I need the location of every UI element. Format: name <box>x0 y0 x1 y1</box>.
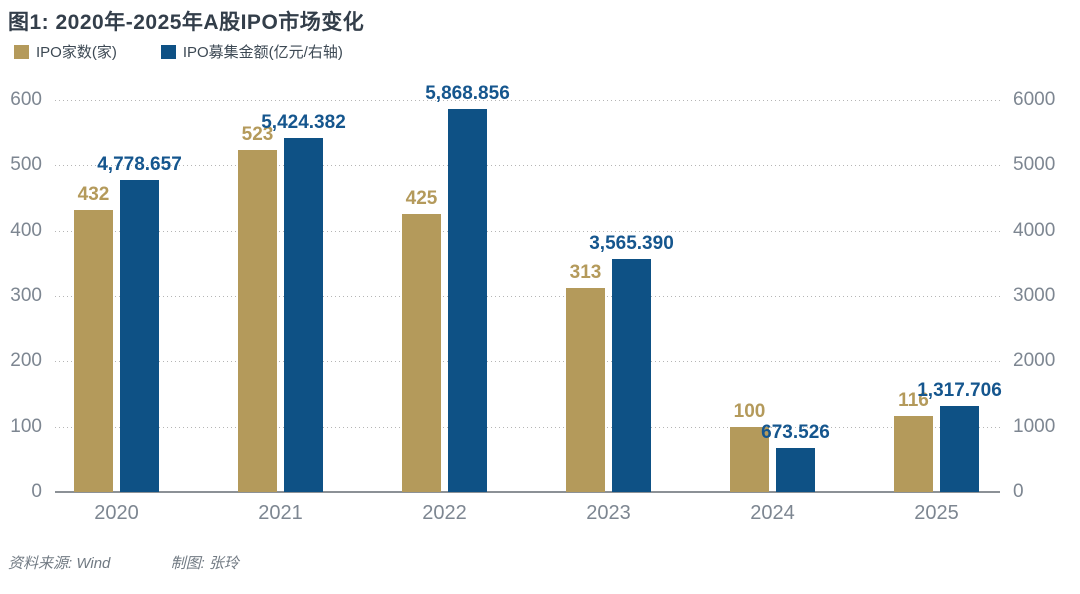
bar-ipo-amount-2024 <box>776 448 815 492</box>
bar-ipo-amount-2022 <box>448 108 487 492</box>
chart-footer: 资料来源: Wind 制图: 张玲 <box>8 552 239 573</box>
bar-label-ipo-amount-2020: 4,778.657 <box>97 153 182 175</box>
x-axis-label-2023: 2023 <box>586 502 631 524</box>
bar-ipo-count-2025 <box>894 416 933 492</box>
bar-label-ipo-count-2025: 116 <box>898 390 929 412</box>
bar-ipo-count-2023 <box>566 287 605 492</box>
left-axis-tick-300: 300 <box>10 285 42 306</box>
right-axis-tick-3000: 3000 <box>1013 285 1056 306</box>
legend-label-ipo-count: IPO家数(家) <box>36 44 117 61</box>
bar-ipo-amount-2021 <box>284 137 323 492</box>
gridline-200 <box>55 361 1000 363</box>
bar-label-ipo-amount-2023: 3,565.390 <box>589 233 674 255</box>
chart-credit-text: 制图: 张玲 <box>170 555 239 572</box>
left-axis-tick-400: 400 <box>10 219 42 241</box>
bar-label-ipo-count-2020: 432 <box>77 183 110 205</box>
legend-item-ipo-count: IPO家数(家) <box>14 41 117 62</box>
x-axis-label-2025: 2025 <box>914 502 959 524</box>
bar-label-ipo-count-2022: 425 <box>405 188 438 210</box>
data-source-text: 资料来源: Wind <box>8 555 111 572</box>
legend-item-ipo-amount: IPO募集金额(亿元/右轴) <box>160 41 343 62</box>
gridline-400 <box>55 230 1000 232</box>
x-axis-label-2022: 2022 <box>422 502 467 524</box>
right-axis-tick-1000: 1000 <box>1013 415 1056 437</box>
gridline-300 <box>55 296 1000 297</box>
legend: IPO家数(家) IPO募集金额(亿元/右轴) <box>14 41 343 62</box>
bar-label-ipo-count-2024: 100 <box>733 400 766 422</box>
bar-ipo-amount-2020 <box>120 179 159 492</box>
bar-ipo-count-2020 <box>74 209 113 492</box>
left-axis-tick-600: 600 <box>10 89 42 110</box>
left-axis-tick-500: 500 <box>10 154 42 176</box>
right-axis-tick-6000: 6000 <box>1013 89 1056 110</box>
x-axis-label-2021: 2021 <box>258 502 303 524</box>
right-axis-tick-5000: 5000 <box>1013 154 1056 176</box>
right-axis-tick-4000: 4000 <box>1013 219 1056 241</box>
gridline-600 <box>55 100 1000 101</box>
left-axis-tick-0: 0 <box>31 481 42 502</box>
right-axis-tick-2000: 2000 <box>1013 350 1056 372</box>
bar-label-ipo-count-2023: 313 <box>569 261 602 283</box>
left-axis-tick-100: 100 <box>10 415 42 437</box>
plot-area: 0 0 100 1000 200 2000 300 3000 400 4000 500 5000 600… <box>10 83 1055 524</box>
x-axis-label-2020: 2020 <box>94 502 139 524</box>
bar-ipo-amount-2023 <box>612 259 651 492</box>
x-axis-line <box>55 491 1000 493</box>
bar-ipo-amount-2025 <box>940 405 979 492</box>
bar-label-ipo-amount-2025: 1,317.706 <box>917 379 1002 401</box>
bar-label-ipo-amount-2021: 5,424.382 <box>261 111 346 133</box>
gridline-500 <box>55 165 1000 167</box>
right-axis-tick-0: 0 <box>1013 481 1024 502</box>
bar-label-ipo-amount-2022: 5,868.856 <box>425 82 510 104</box>
x-axis-label-2024: 2024 <box>750 502 795 524</box>
left-axis-tick-200: 200 <box>10 350 42 372</box>
bar-label-ipo-amount-2024: 673.526 <box>761 421 830 443</box>
chart-title: 图1: 2020年-2025年A股IPO市场变化 <box>8 11 365 34</box>
legend-swatch-blue <box>160 44 176 59</box>
gridline-100 <box>55 426 1000 428</box>
bar-ipo-count-2021 <box>238 150 277 492</box>
bar-ipo-count-2024 <box>730 426 769 492</box>
bar-ipo-count-2022 <box>402 214 441 492</box>
legend-label-ipo-amount: IPO募集金额(亿元/右轴) <box>182 44 343 61</box>
legend-swatch-gold <box>14 44 29 59</box>
bar-label-ipo-count-2021: 523 <box>241 124 274 146</box>
